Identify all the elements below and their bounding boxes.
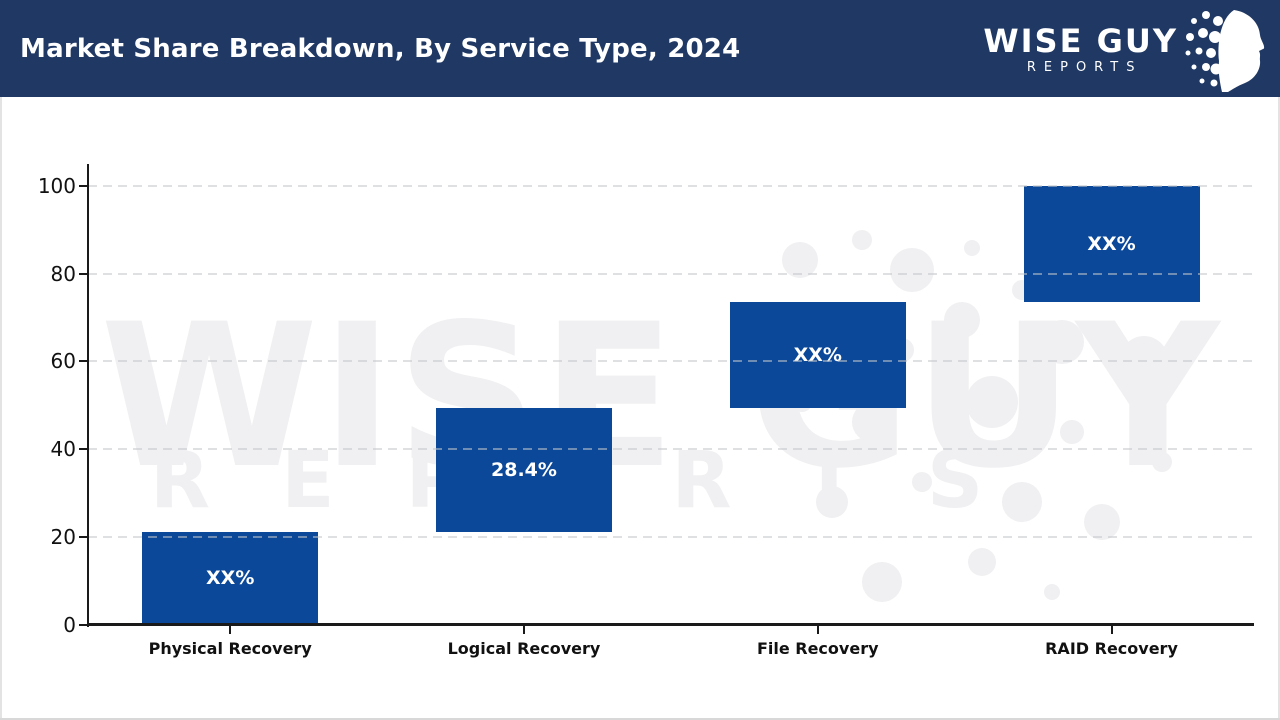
x-category-label: File Recovery: [756, 639, 879, 658]
bar-physical-recovery: XX%: [142, 532, 319, 625]
y-tick-label: 40: [50, 437, 76, 462]
y-axis-tick: [79, 360, 88, 363]
bar-value-label: XX%: [1087, 232, 1136, 255]
x-category-label: RAID Recovery: [1045, 639, 1178, 658]
page-title: Market Share Breakdown, By Service Type,…: [20, 33, 741, 64]
brand-subtitle: REPORTS: [1026, 60, 1143, 76]
y-gridline: [88, 535, 1253, 538]
watermark-brand-text: WISE GUY: [100, 281, 1222, 512]
brand-logo: WISE GUY REPORTS: [983, 6, 1266, 94]
brand-name: WISE GUY: [983, 21, 1178, 60]
header-band: Market Share Breakdown, By Service Type,…: [0, 0, 1280, 97]
bar-logical-recovery: 28.4%: [435, 407, 612, 533]
y-axis-tick: [79, 448, 88, 451]
y-gridline: [88, 185, 1253, 187]
y-gridline: [88, 360, 1253, 363]
bottom-edge-line: [0, 718, 1280, 720]
bar-raid-recovery: XX%: [1023, 186, 1200, 302]
right-edge-line: [1278, 97, 1280, 720]
x-axis-tick: [1110, 626, 1113, 634]
brand-logo-text: WISE GUY REPORTS: [983, 21, 1178, 76]
x-axis-tick: [522, 626, 525, 634]
y-axis-tick: [79, 272, 88, 275]
bar-file-recovery: XX%: [729, 301, 906, 408]
y-tick-label: 60: [50, 349, 76, 374]
y-tick-label: 0: [63, 612, 76, 637]
y-axis-line: [86, 164, 89, 627]
y-axis-tick: [79, 185, 88, 187]
y-gridline: [88, 448, 1253, 451]
y-axis-tick: [79, 623, 88, 626]
bar-value-label: XX%: [206, 567, 255, 590]
y-gridline: [88, 272, 1253, 275]
y-tick-label: 80: [50, 261, 76, 286]
x-category-label: Logical Recovery: [447, 639, 601, 658]
x-axis-tick: [229, 626, 232, 634]
left-edge-line: [0, 97, 2, 720]
y-tick-label: 20: [50, 524, 76, 549]
face-dots-logo-icon: [1185, 10, 1265, 92]
x-axis-tick: [816, 626, 819, 634]
x-axis-line: [88, 623, 1254, 626]
y-tick-label: 100: [37, 174, 76, 198]
bar-value-label: XX%: [793, 343, 842, 366]
x-category-label: Physical Recovery: [148, 639, 312, 658]
bar-value-label: 28.4%: [491, 459, 557, 482]
y-axis-tick: [79, 535, 88, 538]
